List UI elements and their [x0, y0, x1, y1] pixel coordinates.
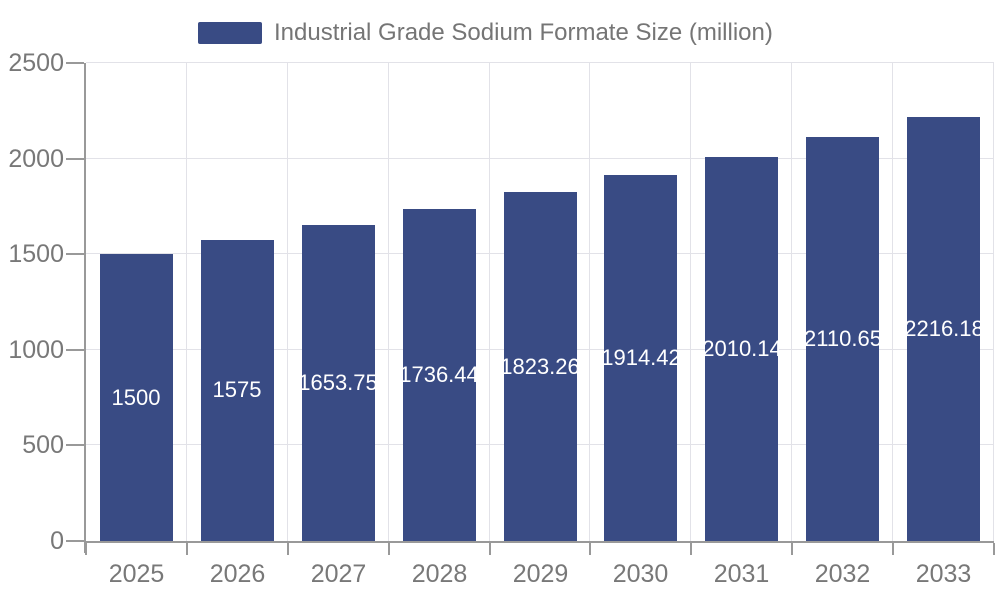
bar-2032[interactable]	[806, 137, 879, 541]
x-tick-label: 2032	[814, 560, 871, 588]
bar-2025[interactable]	[100, 254, 173, 541]
bar-2027[interactable]	[302, 225, 375, 541]
x-tick	[85, 543, 87, 555]
x-tick-label: 2029	[512, 560, 569, 588]
x-tick-label: 2031	[713, 560, 770, 588]
bar-2033[interactable]	[907, 117, 980, 541]
legend[interactable]: Industrial Grade Sodium Formate Size (mi…	[198, 21, 773, 45]
x-tick-label: 2030	[612, 560, 669, 588]
x-tick-label: 2027	[310, 560, 367, 588]
gridline-v	[388, 63, 389, 541]
y-tick-label: 500	[22, 431, 64, 459]
gridline-v	[892, 63, 893, 541]
y-axis-line	[84, 63, 86, 553]
bar-2028[interactable]	[403, 209, 476, 541]
gridline-v	[589, 63, 590, 541]
x-tick-label: 2033	[915, 560, 972, 588]
y-tick	[66, 253, 84, 255]
y-tick	[66, 540, 84, 542]
bar-2031[interactable]	[705, 157, 778, 541]
y-tick	[66, 349, 84, 351]
y-tick	[66, 62, 84, 64]
bar-2030[interactable]	[604, 175, 677, 541]
x-axis-line	[84, 541, 994, 543]
x-tick	[690, 543, 692, 555]
gridline-v	[489, 63, 490, 541]
x-tick-label: 2026	[209, 560, 266, 588]
y-tick-label: 2000	[8, 145, 64, 173]
x-tick	[993, 543, 995, 555]
legend-label: Industrial Grade Sodium Formate Size (mi…	[274, 19, 773, 46]
x-tick	[186, 543, 188, 555]
x-tick	[589, 543, 591, 555]
x-tick	[287, 543, 289, 555]
x-tick	[489, 543, 491, 555]
bar-2026[interactable]	[201, 240, 274, 541]
y-tick-label: 1500	[8, 240, 64, 268]
y-tick	[66, 444, 84, 446]
gridline-v	[993, 63, 994, 541]
y-tick-label: 2500	[8, 49, 64, 77]
x-tick-label: 2025	[108, 560, 165, 588]
gridline-h	[86, 158, 994, 159]
gridline-v	[791, 63, 792, 541]
x-tick-label: 2028	[411, 560, 468, 588]
x-tick	[388, 543, 390, 555]
y-tick	[66, 158, 84, 160]
bar-2029[interactable]	[504, 192, 577, 541]
gridline-h	[86, 62, 994, 63]
y-tick-label: 1000	[8, 336, 64, 364]
y-tick-label: 0	[50, 527, 64, 555]
x-tick	[791, 543, 793, 555]
legend-swatch	[198, 22, 262, 44]
gridline-v	[287, 63, 288, 541]
gridline-v	[186, 63, 187, 541]
gridline-v	[690, 63, 691, 541]
x-tick	[892, 543, 894, 555]
